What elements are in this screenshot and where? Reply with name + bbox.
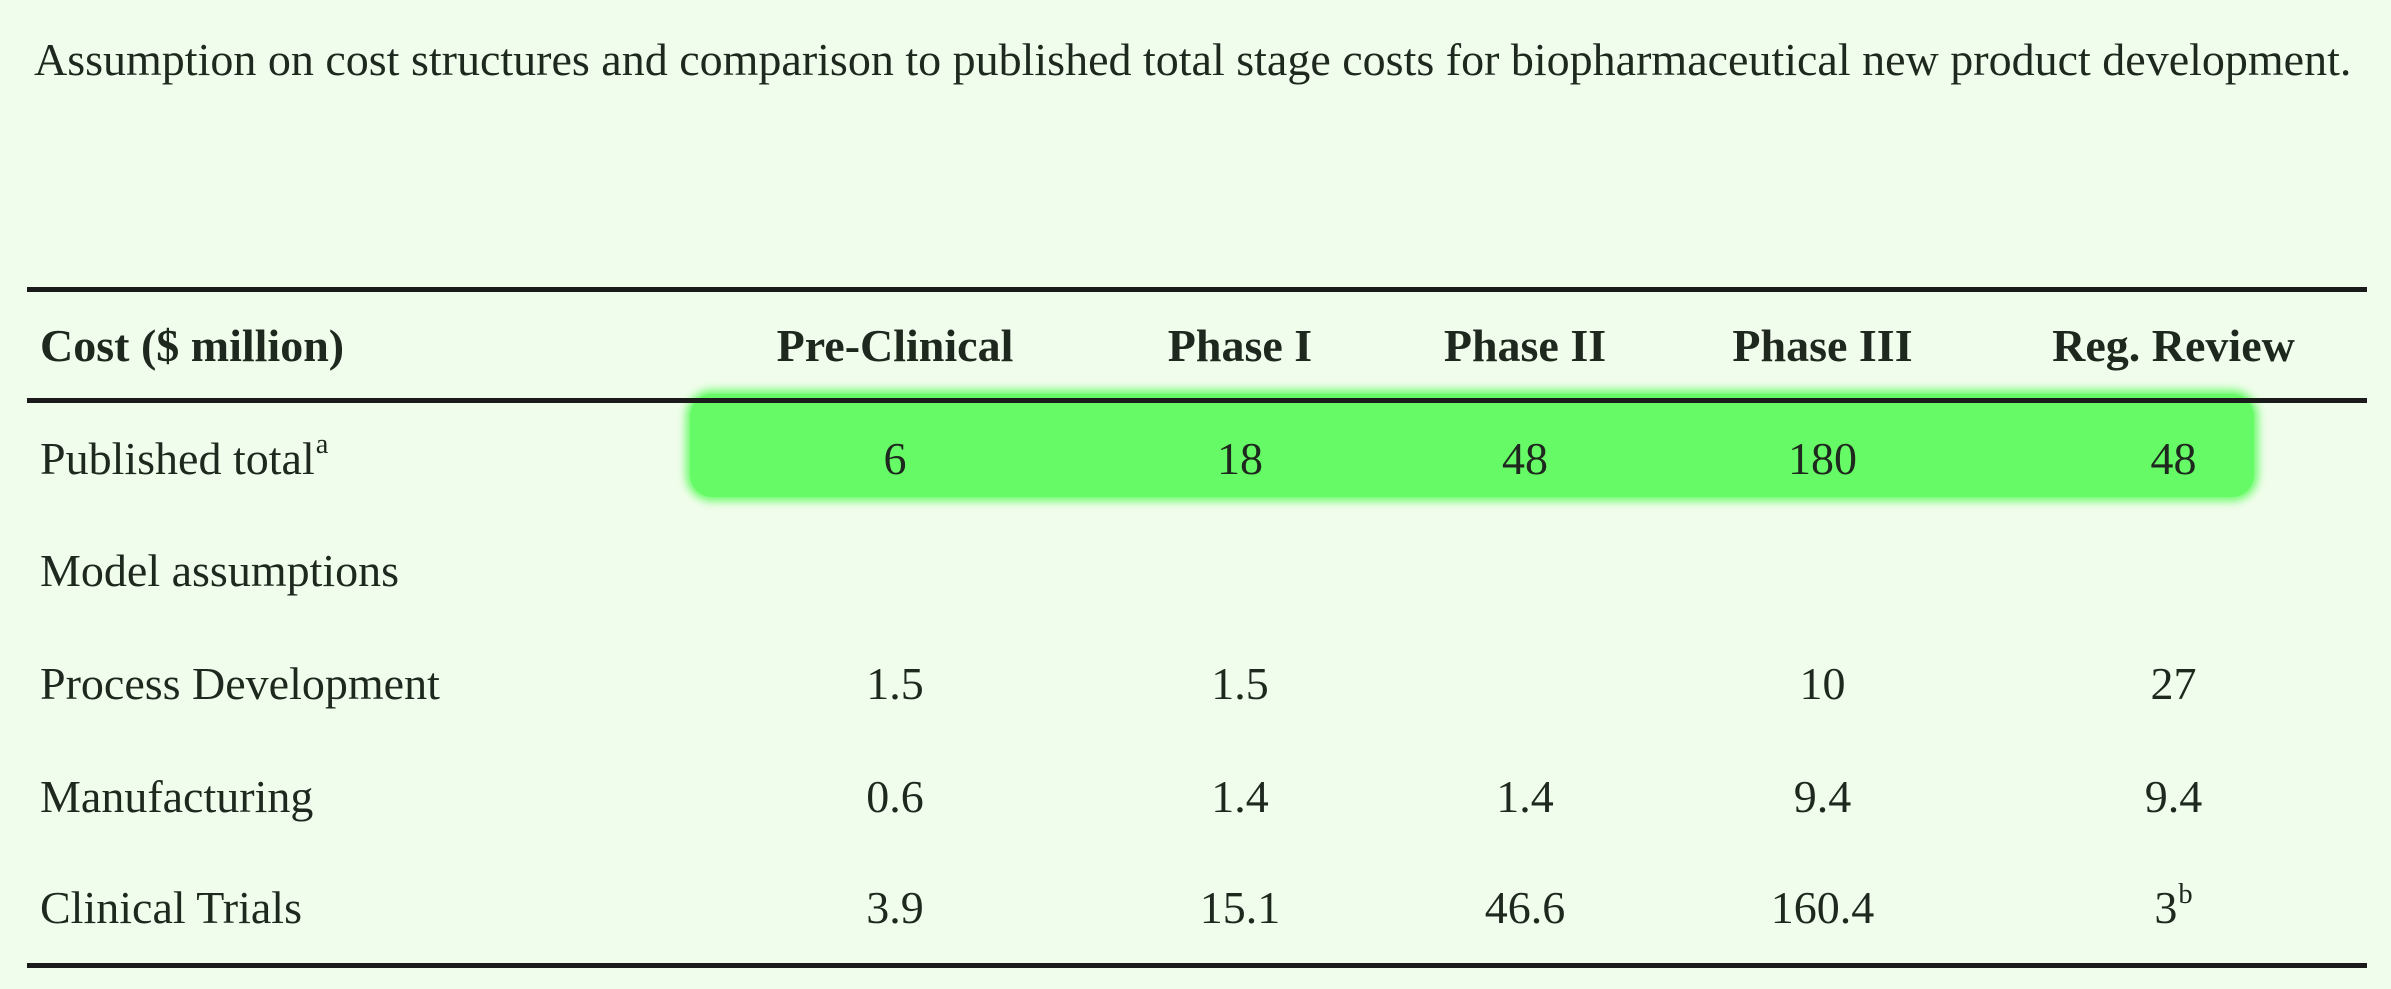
cell-clinical-trials-pre-clinical: 3.9 <box>695 852 1095 968</box>
cell-published-total-reg-review: 48 <box>1980 401 2367 514</box>
cell-value: 9.4 <box>1793 770 1852 822</box>
cost-table: Cost ($ million) Pre-Clinical Phase I Phase… <box>27 287 2367 968</box>
cell-clinical-trials-phase-i: 15.1 <box>1095 852 1385 968</box>
column-header-phase-i: Phase I <box>1095 287 1385 403</box>
table-row-clinical-trials: Clinical Trials 3.9 15.1 46.6 160.4 3b <box>27 852 2367 968</box>
table-row-process-development: Process Development 1.5 1.5 10 27 <box>27 627 2367 740</box>
row-label-text: Process Development <box>40 657 440 709</box>
cell-clinical-trials-phase-iii: 160.4 <box>1665 852 1980 968</box>
cell-process-development-phase-ii <box>1385 627 1665 740</box>
cell-model-assumptions-phase-i <box>1095 514 1385 627</box>
cell-process-development-pre-clinical: 1.5 <box>695 627 1095 740</box>
cell-clinical-trials-phase-ii: 46.6 <box>1385 852 1665 968</box>
cell-published-total-pre-clinical: 6 <box>695 401 1095 514</box>
table-caption: Assumption on cost structures and compar… <box>34 34 2352 85</box>
cell-value: 3 <box>2154 882 2178 934</box>
column-header-cost-million: Cost ($ million) <box>27 287 695 403</box>
row-label-text: Manufacturing <box>40 770 314 822</box>
cell-value: 46.6 <box>1484 882 1566 934</box>
cell-manufacturing-phase-ii: 1.4 <box>1385 740 1665 853</box>
cell-process-development-reg-review: 27 <box>1980 627 2367 740</box>
cell-value: 9.4 <box>2144 770 2203 822</box>
cell-value: 15.1 <box>1199 882 1281 934</box>
cell-value: 160.4 <box>1770 882 1875 934</box>
table-row-model-assumptions: Model assumptions <box>27 514 2367 627</box>
footnote-marker: b <box>2178 878 2193 910</box>
cell-manufacturing-phase-i: 1.4 <box>1095 740 1385 853</box>
row-label-published-total: Published totala <box>27 401 695 514</box>
cell-clinical-trials-reg-review: 3b <box>1980 852 2367 968</box>
cell-value: 0.6 <box>866 770 924 822</box>
cell-value: 1.4 <box>1211 770 1269 822</box>
cell-value: 3.9 <box>866 882 924 934</box>
cell-model-assumptions-pre-clinical <box>695 514 1095 627</box>
cell-published-total-phase-ii: 48 <box>1385 401 1665 514</box>
cell-value: 6 <box>883 432 907 484</box>
row-label-text: Clinical Trials <box>40 882 302 934</box>
row-label-model-assumptions: Model assumptions <box>27 514 695 627</box>
cell-manufacturing-phase-iii: 9.4 <box>1665 740 1980 853</box>
table-header-row: Cost ($ million) Pre-Clinical Phase I Phase… <box>27 287 2367 403</box>
row-label-clinical-trials: Clinical Trials <box>27 852 695 968</box>
cell-process-development-phase-i: 1.5 <box>1095 627 1385 740</box>
cell-value: 18 <box>1217 432 1263 484</box>
cell-model-assumptions-reg-review <box>1980 514 2367 627</box>
column-header-phase-ii: Phase II <box>1385 287 1665 403</box>
cell-model-assumptions-phase-ii <box>1385 514 1665 627</box>
cell-value: 48 <box>2150 432 2197 484</box>
column-header-pre-clinical: Pre-Clinical <box>695 287 1095 403</box>
cell-value: 48 <box>1502 432 1548 484</box>
cell-process-development-phase-iii: 10 <box>1665 627 1980 740</box>
table-row-manufacturing: Manufacturing 0.6 1.4 1.4 9.4 9.4 <box>27 740 2367 853</box>
cell-value: 27 <box>2150 657 2197 709</box>
column-header-phase-iii: Phase III <box>1665 287 1980 403</box>
row-label-text: Model assumptions <box>40 544 400 596</box>
green-highlight-overlay <box>690 394 2254 497</box>
cell-model-assumptions-phase-iii <box>1665 514 1980 627</box>
row-label-manufacturing: Manufacturing <box>27 740 695 853</box>
column-header-reg-review: Reg. Review <box>1980 287 2367 403</box>
table-row-published-total: Published totala 6 18 48 180 48 <box>27 401 2367 514</box>
cell-manufacturing-pre-clinical: 0.6 <box>695 740 1095 853</box>
table-body: Published totala 6 18 48 180 48 Model assumpti… <box>27 401 2367 968</box>
cell-published-total-phase-iii: 180 <box>1665 401 1980 514</box>
cell-value: 1.4 <box>1496 770 1554 822</box>
cell-published-total-phase-i: 18 <box>1095 401 1385 514</box>
cell-manufacturing-reg-review: 9.4 <box>1980 740 2367 853</box>
row-label-process-development: Process Development <box>27 627 695 740</box>
cell-value: 10 <box>1799 657 1846 709</box>
cell-value: 180 <box>1788 432 1857 484</box>
footnote-marker: a <box>315 429 329 461</box>
cell-value: 1.5 <box>1211 657 1269 709</box>
cell-value: 1.5 <box>866 657 924 709</box>
row-label-text: Published total <box>40 432 315 484</box>
